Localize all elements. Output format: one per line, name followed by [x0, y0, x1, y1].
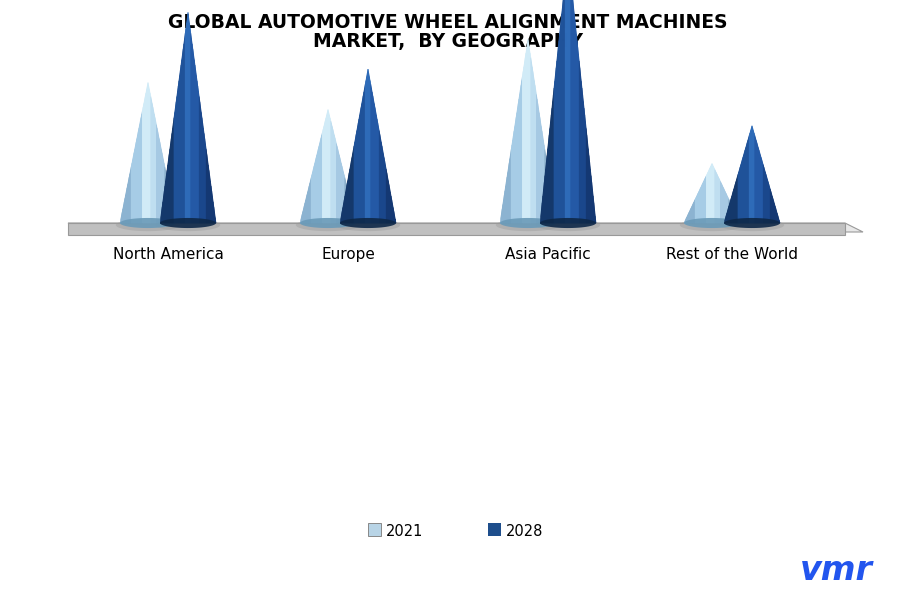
- Polygon shape: [120, 218, 176, 228]
- Polygon shape: [684, 218, 740, 228]
- Polygon shape: [116, 219, 180, 231]
- Polygon shape: [720, 219, 784, 231]
- Text: Europe: Europe: [321, 247, 375, 262]
- Polygon shape: [160, 218, 216, 228]
- Polygon shape: [68, 223, 845, 235]
- Polygon shape: [540, 218, 596, 228]
- Text: Asia Pacific: Asia Pacific: [505, 247, 591, 262]
- Polygon shape: [335, 219, 400, 231]
- Polygon shape: [680, 219, 745, 231]
- Polygon shape: [340, 218, 396, 228]
- Polygon shape: [68, 223, 863, 232]
- Text: MARKET,  BY GEOGRAPHY: MARKET, BY GEOGRAPHY: [313, 32, 583, 51]
- Polygon shape: [156, 219, 220, 231]
- Text: North America: North America: [112, 247, 223, 262]
- Bar: [368, 523, 381, 536]
- Polygon shape: [536, 219, 600, 231]
- Bar: [488, 523, 501, 536]
- Polygon shape: [296, 219, 361, 231]
- Text: GLOBAL AUTOMOTIVE WHEEL ALIGNMENT MACHINES: GLOBAL AUTOMOTIVE WHEEL ALIGNMENT MACHIN…: [169, 13, 727, 32]
- Text: 2021: 2021: [386, 524, 423, 539]
- Polygon shape: [724, 218, 780, 228]
- Text: 2028: 2028: [506, 524, 544, 539]
- Polygon shape: [300, 218, 356, 228]
- Polygon shape: [496, 219, 561, 231]
- Polygon shape: [500, 218, 556, 228]
- Text: Rest of the World: Rest of the World: [666, 247, 798, 262]
- Text: vmr: vmr: [799, 555, 873, 587]
